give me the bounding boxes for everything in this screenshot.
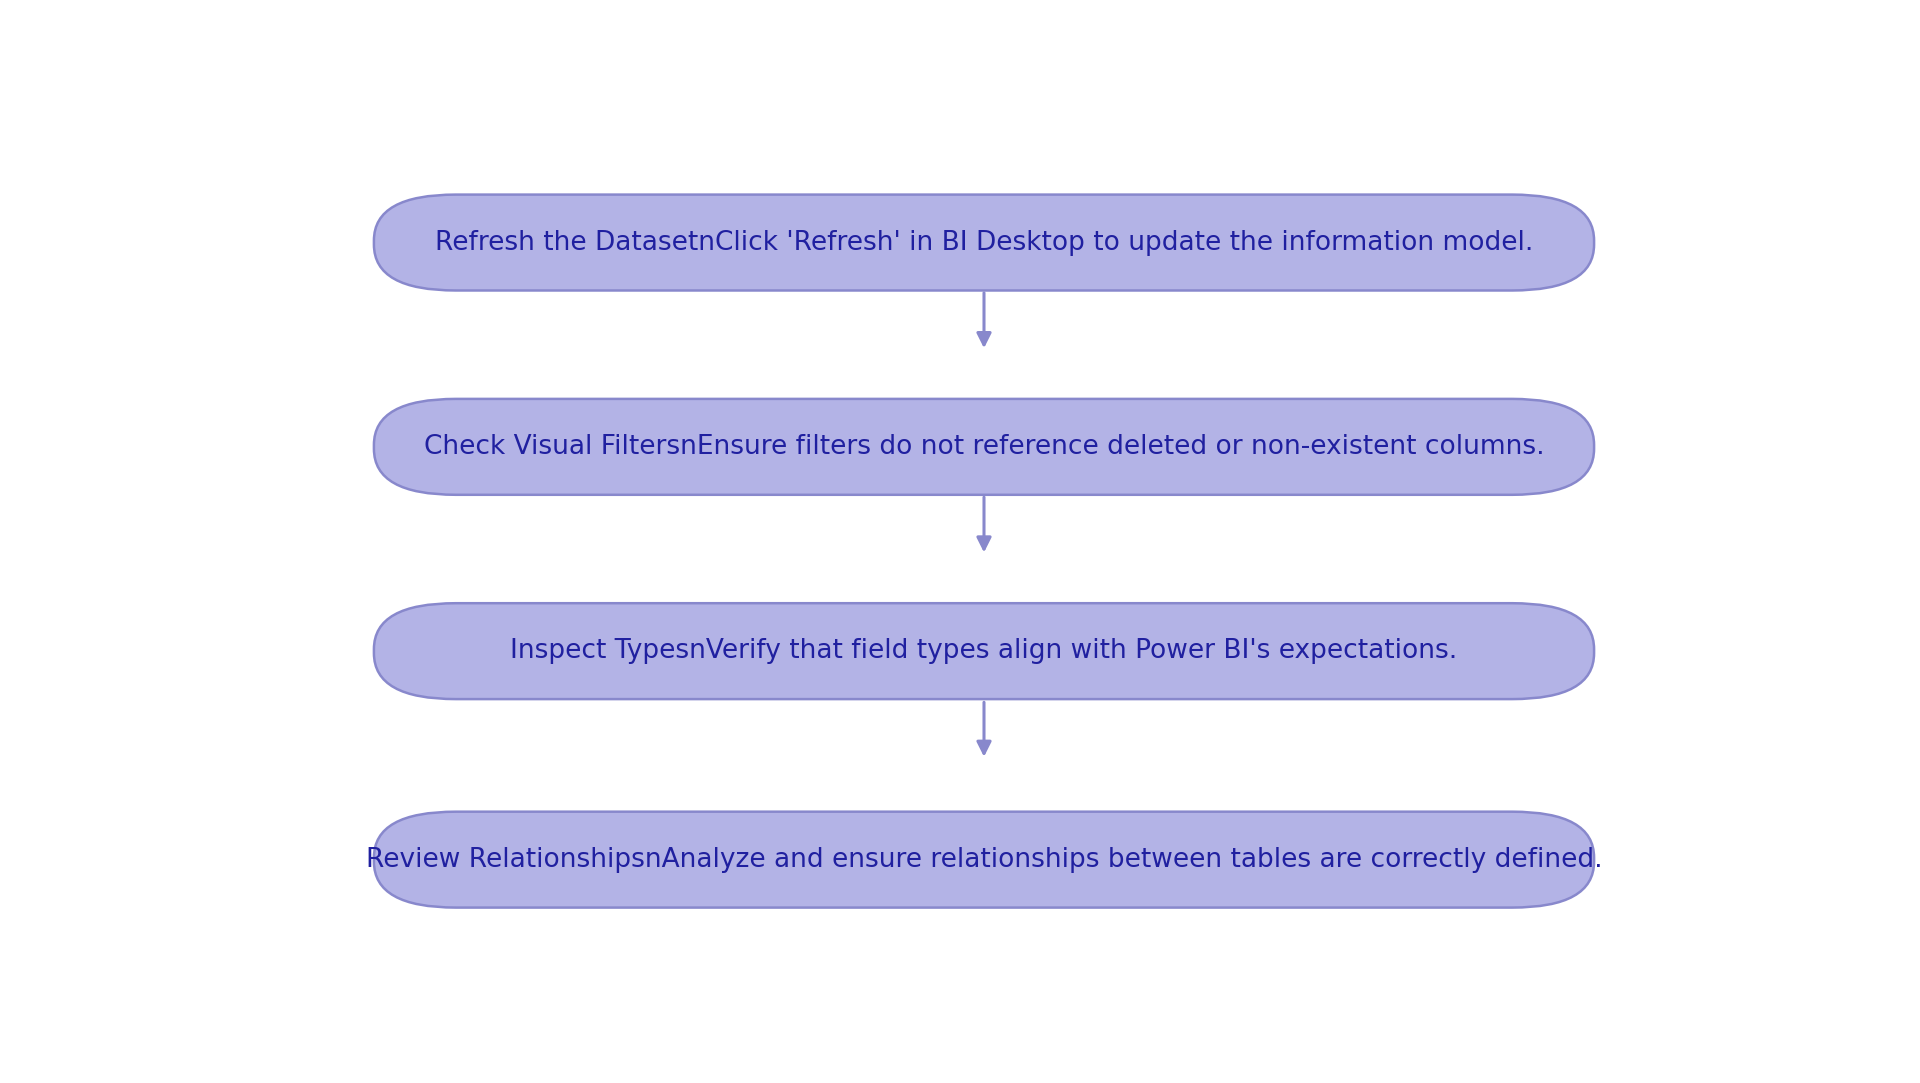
FancyBboxPatch shape [374, 399, 1594, 495]
Text: Check Visual FiltersnEnsure filters do not reference deleted or non-existent col: Check Visual FiltersnEnsure filters do n… [424, 434, 1544, 460]
FancyBboxPatch shape [374, 603, 1594, 700]
Text: Inspect TypesnVerify that field types align with Power BI's expectations.: Inspect TypesnVerify that field types al… [511, 638, 1457, 664]
FancyBboxPatch shape [374, 195, 1594, 290]
FancyBboxPatch shape [374, 811, 1594, 908]
Text: Review RelationshipsnAnalyze and ensure relationships between tables are correct: Review RelationshipsnAnalyze and ensure … [365, 847, 1603, 873]
Text: Refresh the DatasetnClick 'Refresh' in BI Desktop to update the information mode: Refresh the DatasetnClick 'Refresh' in B… [434, 230, 1534, 256]
